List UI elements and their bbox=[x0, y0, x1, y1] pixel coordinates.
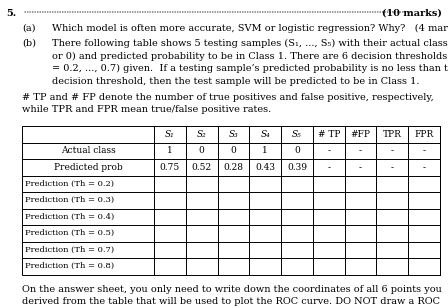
Text: Prediction (Th = 0.5): Prediction (Th = 0.5) bbox=[25, 229, 114, 237]
Text: Prediction (Th = 0.8): Prediction (Th = 0.8) bbox=[25, 262, 114, 270]
Text: -: - bbox=[391, 163, 394, 172]
Text: decision threshold, then the test sample will be predicted to be in Class 1.: decision threshold, then the test sample… bbox=[52, 76, 419, 86]
Text: (a): (a) bbox=[22, 24, 35, 33]
Text: derived from the table that will be used to plot the ROC curve. DO NOT draw a RO: derived from the table that will be used… bbox=[22, 297, 440, 306]
Text: 1: 1 bbox=[263, 146, 268, 155]
Text: 0: 0 bbox=[199, 146, 205, 155]
Text: TPR: TPR bbox=[383, 130, 402, 139]
Text: Prediction (Th = 0.7): Prediction (Th = 0.7) bbox=[25, 246, 114, 254]
Text: #FP: #FP bbox=[350, 130, 370, 139]
Text: -: - bbox=[422, 163, 426, 172]
Text: -: - bbox=[391, 146, 394, 155]
Text: Prediction (Th = 0.3): Prediction (Th = 0.3) bbox=[25, 196, 114, 204]
Text: 0.52: 0.52 bbox=[192, 163, 212, 172]
Text: 5.: 5. bbox=[6, 9, 16, 18]
Text: S₃: S₃ bbox=[228, 130, 238, 139]
Text: Prediction (Th = 0.4): Prediction (Th = 0.4) bbox=[25, 213, 114, 221]
Text: Which model is often more accurate, SVM or logistic regression? Why?   (4 marks): Which model is often more accurate, SVM … bbox=[52, 24, 448, 33]
Text: (10 marks): (10 marks) bbox=[382, 9, 442, 18]
Text: 0.75: 0.75 bbox=[160, 163, 180, 172]
Text: On the answer sheet, you only need to write down the coordinates of all 6 points: On the answer sheet, you only need to wr… bbox=[22, 285, 442, 294]
Text: -: - bbox=[359, 163, 362, 172]
Text: -: - bbox=[327, 146, 330, 155]
Text: 1: 1 bbox=[167, 146, 173, 155]
Text: -: - bbox=[327, 163, 330, 172]
Text: 0.39: 0.39 bbox=[287, 163, 307, 172]
Text: Prediction (Th = 0.2): Prediction (Th = 0.2) bbox=[25, 180, 114, 188]
Text: # TP and # FP denote the number of true positives and false positive, respective: # TP and # FP denote the number of true … bbox=[22, 93, 434, 102]
Text: -: - bbox=[359, 146, 362, 155]
Text: 0: 0 bbox=[294, 146, 300, 155]
Text: 0.28: 0.28 bbox=[224, 163, 243, 172]
Text: (b): (b) bbox=[22, 39, 36, 48]
Text: 0.43: 0.43 bbox=[255, 163, 275, 172]
Text: S₂: S₂ bbox=[197, 130, 207, 139]
Text: Predicted prob: Predicted prob bbox=[54, 163, 122, 172]
Bar bbox=[22, 126, 440, 274]
Text: There following table shows 5 testing samples (S₁, ..., S₅) with their actual cl: There following table shows 5 testing sa… bbox=[52, 39, 448, 48]
Text: or 0) and predicted probability to be in Class 1. There are 6 decision threshold: or 0) and predicted probability to be in… bbox=[52, 51, 448, 61]
Text: S₅: S₅ bbox=[292, 130, 302, 139]
Text: Actual class: Actual class bbox=[60, 146, 116, 155]
Text: = 0.2, ..., 0.7) given.  If a testing sample’s predicted probability is no less : = 0.2, ..., 0.7) given. If a testing sam… bbox=[52, 64, 448, 73]
Text: FPR: FPR bbox=[414, 130, 434, 139]
Text: 0: 0 bbox=[231, 146, 236, 155]
Text: -: - bbox=[422, 146, 426, 155]
Text: S₄: S₄ bbox=[260, 130, 270, 139]
Text: # TP: # TP bbox=[318, 130, 340, 139]
Text: while TPR and FPR mean true/false positive rates.: while TPR and FPR mean true/false positi… bbox=[22, 106, 271, 115]
Text: S₁: S₁ bbox=[165, 130, 175, 139]
